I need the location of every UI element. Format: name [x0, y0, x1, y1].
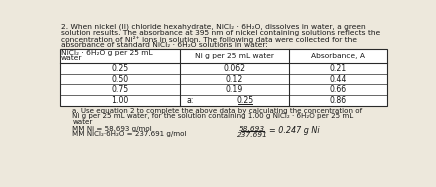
- Text: 0.44: 0.44: [329, 75, 347, 84]
- Text: water: water: [61, 55, 82, 61]
- Text: 0.66: 0.66: [329, 85, 346, 94]
- Text: a:: a:: [186, 96, 194, 105]
- Text: 0.50: 0.50: [112, 75, 129, 84]
- Text: Ni g per 25 mL water: Ni g per 25 mL water: [195, 53, 274, 59]
- Text: Absorbance, A: Absorbance, A: [311, 53, 365, 59]
- Text: 0.21: 0.21: [329, 64, 346, 73]
- Text: water: water: [72, 119, 93, 125]
- Text: 2. When nickel (II) chloride hexahydrate, NiCl₂ · 6H₂O, dissolves in water, a gr: 2. When nickel (II) chloride hexahydrate…: [61, 24, 366, 30]
- Text: 0.19: 0.19: [226, 85, 243, 94]
- Text: a. Use equation 2 to complete the above data by calculating the concentration of: a. Use equation 2 to complete the above …: [72, 108, 362, 114]
- Text: concentration of Ni²⁺ ions in solution. The following data were collected for th: concentration of Ni²⁺ ions in solution. …: [61, 36, 358, 43]
- Text: 0.062: 0.062: [223, 64, 245, 73]
- Text: 0.25: 0.25: [237, 96, 254, 105]
- Text: 0.75: 0.75: [112, 85, 129, 94]
- Text: = 0.247 g Ni: = 0.247 g Ni: [269, 126, 320, 135]
- Text: 58.693: 58.693: [239, 126, 265, 132]
- Text: solution results. The absorbance at 395 nm of nickel containing solutions reflec: solution results. The absorbance at 395 …: [61, 30, 381, 36]
- Text: 1.00: 1.00: [111, 96, 129, 105]
- Text: 0.86: 0.86: [329, 96, 346, 105]
- Text: 237.691: 237.691: [237, 132, 268, 138]
- Bar: [60, 49, 387, 106]
- Text: absorbance of standard NiCl₂ · 6H₂O solutions in water:: absorbance of standard NiCl₂ · 6H₂O solu…: [61, 42, 268, 48]
- Text: 0.25: 0.25: [112, 64, 129, 73]
- Text: 0.12: 0.12: [226, 75, 243, 84]
- Text: MM Ni = 58.693 g/mol: MM Ni = 58.693 g/mol: [72, 126, 152, 132]
- Text: Ni g per 25 mL water, for the solution containing 1.00 g NiCl₂ · 6H₂O per 25 mL: Ni g per 25 mL water, for the solution c…: [72, 113, 354, 119]
- Text: MM NiCl₂·6H₂O = 237.691 g/mol: MM NiCl₂·6H₂O = 237.691 g/mol: [72, 131, 187, 137]
- Text: NiCl₂ · 6H₂O g per 25 mL: NiCl₂ · 6H₂O g per 25 mL: [61, 50, 152, 56]
